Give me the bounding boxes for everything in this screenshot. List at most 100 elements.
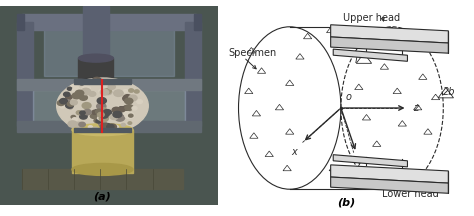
Ellipse shape bbox=[113, 111, 122, 118]
Ellipse shape bbox=[104, 89, 111, 94]
Ellipse shape bbox=[72, 164, 133, 175]
Ellipse shape bbox=[70, 85, 78, 90]
Ellipse shape bbox=[132, 106, 137, 110]
Ellipse shape bbox=[102, 108, 106, 110]
Ellipse shape bbox=[89, 92, 96, 96]
Polygon shape bbox=[333, 49, 408, 61]
Ellipse shape bbox=[100, 89, 109, 95]
Ellipse shape bbox=[60, 104, 65, 108]
Text: (b): (b) bbox=[337, 197, 355, 208]
Ellipse shape bbox=[128, 122, 132, 124]
Ellipse shape bbox=[114, 81, 119, 84]
Ellipse shape bbox=[122, 106, 131, 112]
Ellipse shape bbox=[107, 124, 114, 129]
Ellipse shape bbox=[75, 122, 83, 127]
Ellipse shape bbox=[82, 86, 91, 92]
Ellipse shape bbox=[100, 124, 109, 129]
Ellipse shape bbox=[103, 125, 111, 131]
Ellipse shape bbox=[109, 124, 117, 129]
Bar bbox=[44, 16, 174, 76]
Ellipse shape bbox=[79, 122, 85, 127]
Ellipse shape bbox=[114, 90, 123, 96]
Ellipse shape bbox=[79, 78, 113, 86]
Polygon shape bbox=[331, 25, 448, 43]
Ellipse shape bbox=[128, 114, 133, 117]
Bar bbox=[33, 90, 185, 122]
Ellipse shape bbox=[96, 119, 101, 123]
Ellipse shape bbox=[115, 115, 125, 121]
Ellipse shape bbox=[109, 85, 113, 88]
Ellipse shape bbox=[128, 95, 137, 101]
Text: 2b: 2b bbox=[443, 87, 456, 97]
Bar bbox=[72, 130, 133, 173]
Ellipse shape bbox=[70, 100, 77, 105]
Ellipse shape bbox=[97, 103, 106, 110]
Ellipse shape bbox=[99, 115, 109, 122]
Ellipse shape bbox=[121, 124, 126, 126]
Ellipse shape bbox=[80, 95, 87, 100]
Ellipse shape bbox=[57, 78, 148, 134]
Text: o: o bbox=[346, 92, 352, 102]
Text: x: x bbox=[292, 147, 297, 157]
Ellipse shape bbox=[129, 89, 134, 92]
Bar bbox=[79, 58, 113, 82]
Ellipse shape bbox=[57, 100, 65, 105]
Ellipse shape bbox=[97, 98, 106, 104]
Text: (a): (a) bbox=[93, 191, 111, 201]
Ellipse shape bbox=[67, 102, 74, 106]
Ellipse shape bbox=[108, 84, 115, 89]
Bar bbox=[22, 169, 183, 189]
Bar bbox=[185, 22, 201, 126]
Ellipse shape bbox=[76, 111, 82, 115]
Text: Upper head: Upper head bbox=[343, 13, 400, 22]
Ellipse shape bbox=[92, 110, 98, 114]
Ellipse shape bbox=[113, 106, 121, 112]
Ellipse shape bbox=[99, 90, 103, 93]
Ellipse shape bbox=[128, 107, 133, 110]
Ellipse shape bbox=[125, 112, 134, 118]
Ellipse shape bbox=[89, 114, 97, 119]
Ellipse shape bbox=[72, 124, 133, 136]
Ellipse shape bbox=[71, 115, 75, 118]
Ellipse shape bbox=[110, 114, 118, 119]
Ellipse shape bbox=[91, 114, 97, 118]
Ellipse shape bbox=[93, 109, 103, 116]
Ellipse shape bbox=[96, 109, 103, 114]
Ellipse shape bbox=[66, 95, 72, 99]
Ellipse shape bbox=[80, 111, 85, 115]
Text: Specimen: Specimen bbox=[228, 48, 276, 58]
Bar bbox=[74, 79, 131, 84]
Bar bbox=[74, 128, 131, 132]
Ellipse shape bbox=[73, 87, 80, 93]
Ellipse shape bbox=[64, 92, 70, 97]
Ellipse shape bbox=[106, 115, 109, 117]
Polygon shape bbox=[331, 37, 448, 53]
Ellipse shape bbox=[81, 88, 91, 95]
Text: Lower head: Lower head bbox=[382, 189, 438, 199]
Ellipse shape bbox=[63, 99, 67, 102]
Ellipse shape bbox=[99, 121, 107, 126]
Ellipse shape bbox=[75, 90, 84, 96]
Ellipse shape bbox=[104, 90, 112, 95]
Polygon shape bbox=[331, 177, 448, 193]
Bar bbox=[18, 22, 33, 126]
Ellipse shape bbox=[65, 100, 70, 103]
Ellipse shape bbox=[125, 105, 133, 110]
Ellipse shape bbox=[123, 96, 131, 101]
Ellipse shape bbox=[60, 98, 67, 104]
Ellipse shape bbox=[92, 79, 99, 84]
Ellipse shape bbox=[92, 127, 98, 131]
Ellipse shape bbox=[72, 93, 81, 99]
Ellipse shape bbox=[80, 114, 87, 119]
Polygon shape bbox=[331, 165, 448, 183]
Ellipse shape bbox=[112, 107, 120, 113]
Bar bbox=[194, 14, 201, 30]
Ellipse shape bbox=[79, 82, 84, 85]
Ellipse shape bbox=[103, 110, 111, 115]
Ellipse shape bbox=[83, 110, 91, 115]
Ellipse shape bbox=[115, 111, 118, 114]
Ellipse shape bbox=[118, 107, 125, 112]
Ellipse shape bbox=[98, 112, 104, 117]
Ellipse shape bbox=[98, 116, 103, 120]
Ellipse shape bbox=[67, 87, 72, 90]
